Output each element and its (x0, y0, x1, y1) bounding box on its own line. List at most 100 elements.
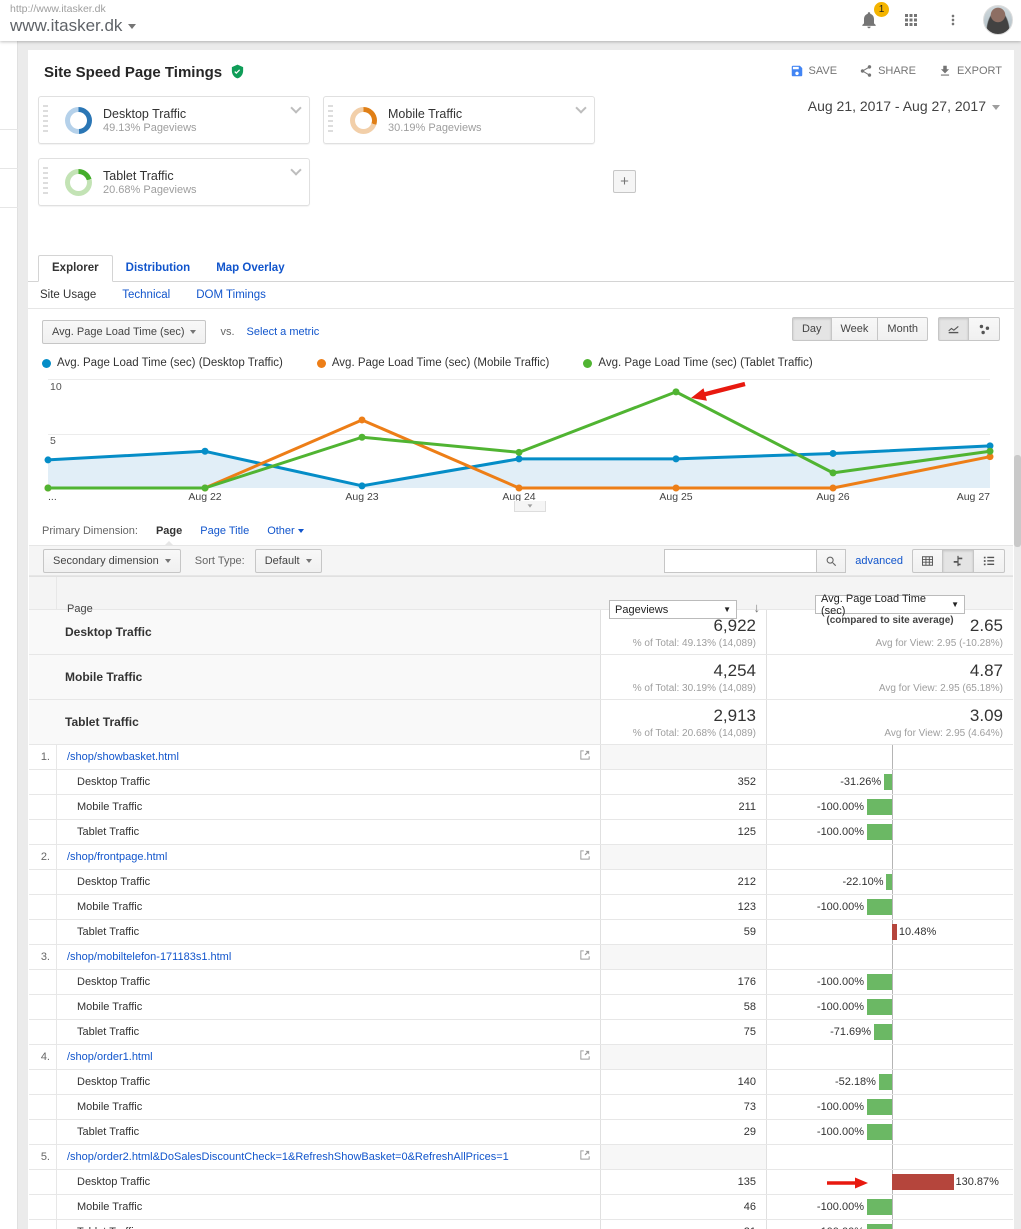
primary-dimension-page-title[interactable]: Page Title (200, 525, 250, 537)
apps-grid-button[interactable] (899, 8, 923, 32)
scatter-view-button[interactable] (969, 317, 1000, 341)
share-button[interactable]: SHARE (859, 64, 916, 78)
open-in-new-icon[interactable] (580, 1050, 590, 1063)
page-url-row: 5. /shop/order2.html&DoSalesDiscountCheck… (29, 1145, 1013, 1170)
segment-donut-icon (350, 106, 377, 134)
save-button[interactable]: SAVE (790, 64, 838, 78)
row-index (29, 1220, 57, 1229)
segment-data-row[interactable]: Mobile Traffic 211 -100.00% (29, 795, 1013, 820)
summary-row[interactable]: Mobile Traffic 4,254 % of Total: 30.19% (1… (29, 655, 1013, 700)
open-in-new-icon[interactable] (580, 1150, 590, 1163)
chevron-down-icon[interactable] (290, 102, 302, 114)
sort-descending-icon[interactable]: ↓ (753, 600, 761, 615)
granularity-day-button[interactable]: Day (791, 317, 832, 341)
segment-data-row[interactable]: Mobile Traffic 123 -100.00% (29, 895, 1013, 920)
notifications-button[interactable]: 1 (857, 2, 889, 32)
apps-grid-icon (905, 14, 917, 26)
segment-data-row[interactable]: Desktop Traffic 135 130.87% (29, 1170, 1013, 1195)
bar-axis-line (892, 1045, 893, 1069)
pageviews-subtext: % of Total: 20.68% (14,089) (632, 728, 756, 739)
pageviews-cell: 59 (601, 920, 767, 944)
row-index (29, 1170, 57, 1194)
export-button[interactable]: EXPORT (938, 64, 1002, 78)
more-options-button[interactable] (941, 8, 965, 32)
segment-data-row[interactable]: Tablet Traffic 125 -100.00% (29, 820, 1013, 845)
granularity-week-button[interactable]: Week (831, 317, 879, 341)
segment-label-cell: Desktop Traffic (57, 770, 601, 794)
property-selector[interactable]: www.itasker.dk (10, 16, 137, 36)
pivot-view-button[interactable] (974, 549, 1005, 573)
page-scrollbar[interactable] (1014, 455, 1021, 547)
delta-percentage-label: -100.00% (817, 1226, 864, 1229)
granularity-month-button[interactable]: Month (878, 317, 928, 341)
table-search-input[interactable] (664, 549, 817, 573)
bell-icon (862, 12, 876, 29)
user-avatar[interactable] (983, 5, 1013, 35)
segment-data-row[interactable]: Desktop Traffic 140 -52.18% (29, 1070, 1013, 1095)
segment-data-row[interactable]: Mobile Traffic 46 -100.00% (29, 1195, 1013, 1220)
drag-handle-icon[interactable] (43, 105, 48, 135)
segment-data-row[interactable]: Mobile Traffic 58 -100.00% (29, 995, 1013, 1020)
primary-dimension-page[interactable]: Page (156, 525, 182, 546)
chevron-down-icon[interactable] (290, 164, 302, 176)
metric-comparison-cell: -100.00% (767, 795, 1013, 819)
primary-dimension-other[interactable]: Other (267, 525, 304, 537)
search-button[interactable] (816, 549, 847, 573)
advanced-search-link[interactable]: advanced (855, 555, 903, 567)
legend-label: Avg. Page Load Time (sec) (Tablet Traffi… (598, 357, 813, 369)
open-in-new-icon[interactable] (580, 950, 590, 963)
comparison-view-button[interactable] (943, 549, 974, 573)
collapse-chart-handle[interactable] (514, 501, 546, 512)
tab-distribution[interactable]: Distribution (125, 262, 191, 274)
summary-row[interactable]: Desktop Traffic 6,922 % of Total: 49.13% (… (29, 610, 1013, 655)
save-label: SAVE (808, 65, 838, 77)
chart-plot-area[interactable] (44, 379, 994, 492)
chevron-down-icon (190, 330, 197, 334)
tab-map-overlay[interactable]: Map Overlay (216, 262, 285, 274)
select-a-metric-link[interactable]: Select a metric (246, 326, 320, 338)
segment-data-row[interactable]: Tablet Traffic 29 -100.00% (29, 1120, 1013, 1145)
date-range-selector[interactable]: Aug 21, 2017 - Aug 27, 2017 (808, 98, 1000, 114)
open-in-new-icon[interactable] (580, 750, 590, 763)
segment-data-row[interactable]: Tablet Traffic 59 10.48% (29, 920, 1013, 945)
subtab-dom-timings[interactable]: DOM Timings (196, 289, 266, 301)
drag-handle-icon[interactable] (328, 105, 333, 135)
segment-card-mobile-traffic[interactable]: Mobile Traffic 30.19% Pageviews (323, 96, 595, 144)
comparison-bar (867, 999, 892, 1015)
subtab-technical[interactable]: Technical (122, 289, 171, 301)
data-table-view-button[interactable] (912, 549, 943, 573)
page-url-link[interactable]: /shop/showbasket.html (67, 751, 179, 763)
drag-handle-icon[interactable] (43, 167, 48, 197)
tab-explorer[interactable]: Explorer (38, 255, 113, 282)
page-url-link[interactable]: /shop/order1.html (67, 1051, 153, 1063)
secondary-dimension-dropdown[interactable]: Secondary dimension (43, 548, 181, 573)
pageviews-column-selector[interactable]: Pageviews ▼ (609, 600, 737, 619)
segment-data-row[interactable]: Desktop Traffic 176 -100.00% (29, 970, 1013, 995)
pageviews-cell (601, 845, 767, 869)
segment-card-tablet-traffic[interactable]: Tablet Traffic 20.68% Pageviews (38, 158, 310, 206)
segment-data-row[interactable]: Desktop Traffic 212 -22.10% (29, 870, 1013, 895)
metric-column-selector[interactable]: Avg. Page Load Time (sec) ▼ (815, 593, 965, 617)
segment-card-desktop-traffic[interactable]: Desktop Traffic 49.13% Pageviews (38, 96, 310, 144)
subtab-site-usage[interactable]: Site Usage (40, 289, 97, 301)
metric-comparison-cell: -100.00% (767, 970, 1013, 994)
page-url-link[interactable]: /shop/frontpage.html (67, 851, 168, 863)
collapsed-sidebar[interactable] (0, 41, 18, 1229)
bar-axis-line (892, 1070, 893, 1094)
segment-data-row[interactable]: Desktop Traffic 352 -31.26% (29, 770, 1013, 795)
page-url-link[interactable]: /shop/mobiltelefon-171183s1.html (67, 951, 232, 963)
open-in-new-icon[interactable] (580, 850, 590, 863)
sort-type-dropdown[interactable]: Default (254, 548, 322, 573)
add-segment-button[interactable]: + (613, 170, 636, 193)
metric-selector-dropdown[interactable]: Avg. Page Load Time (sec) (42, 320, 207, 344)
chevron-down-icon[interactable] (575, 102, 587, 114)
page-url-row: 1. /shop/showbasket.html (29, 745, 1013, 770)
line-chart-view-button[interactable] (938, 317, 969, 341)
summary-row[interactable]: Tablet Traffic 2,913 % of Total: 20.68% (1… (29, 700, 1013, 745)
page-url-link[interactable]: /shop/order2.html&DoSalesDiscountCheck=1… (67, 1151, 509, 1163)
segment-data-row[interactable]: Mobile Traffic 73 -100.00% (29, 1095, 1013, 1120)
table-view-toggles (912, 549, 1005, 573)
column-header-page[interactable]: Page (67, 603, 93, 615)
segment-data-row[interactable]: Tablet Traffic 75 -71.69% (29, 1020, 1013, 1045)
